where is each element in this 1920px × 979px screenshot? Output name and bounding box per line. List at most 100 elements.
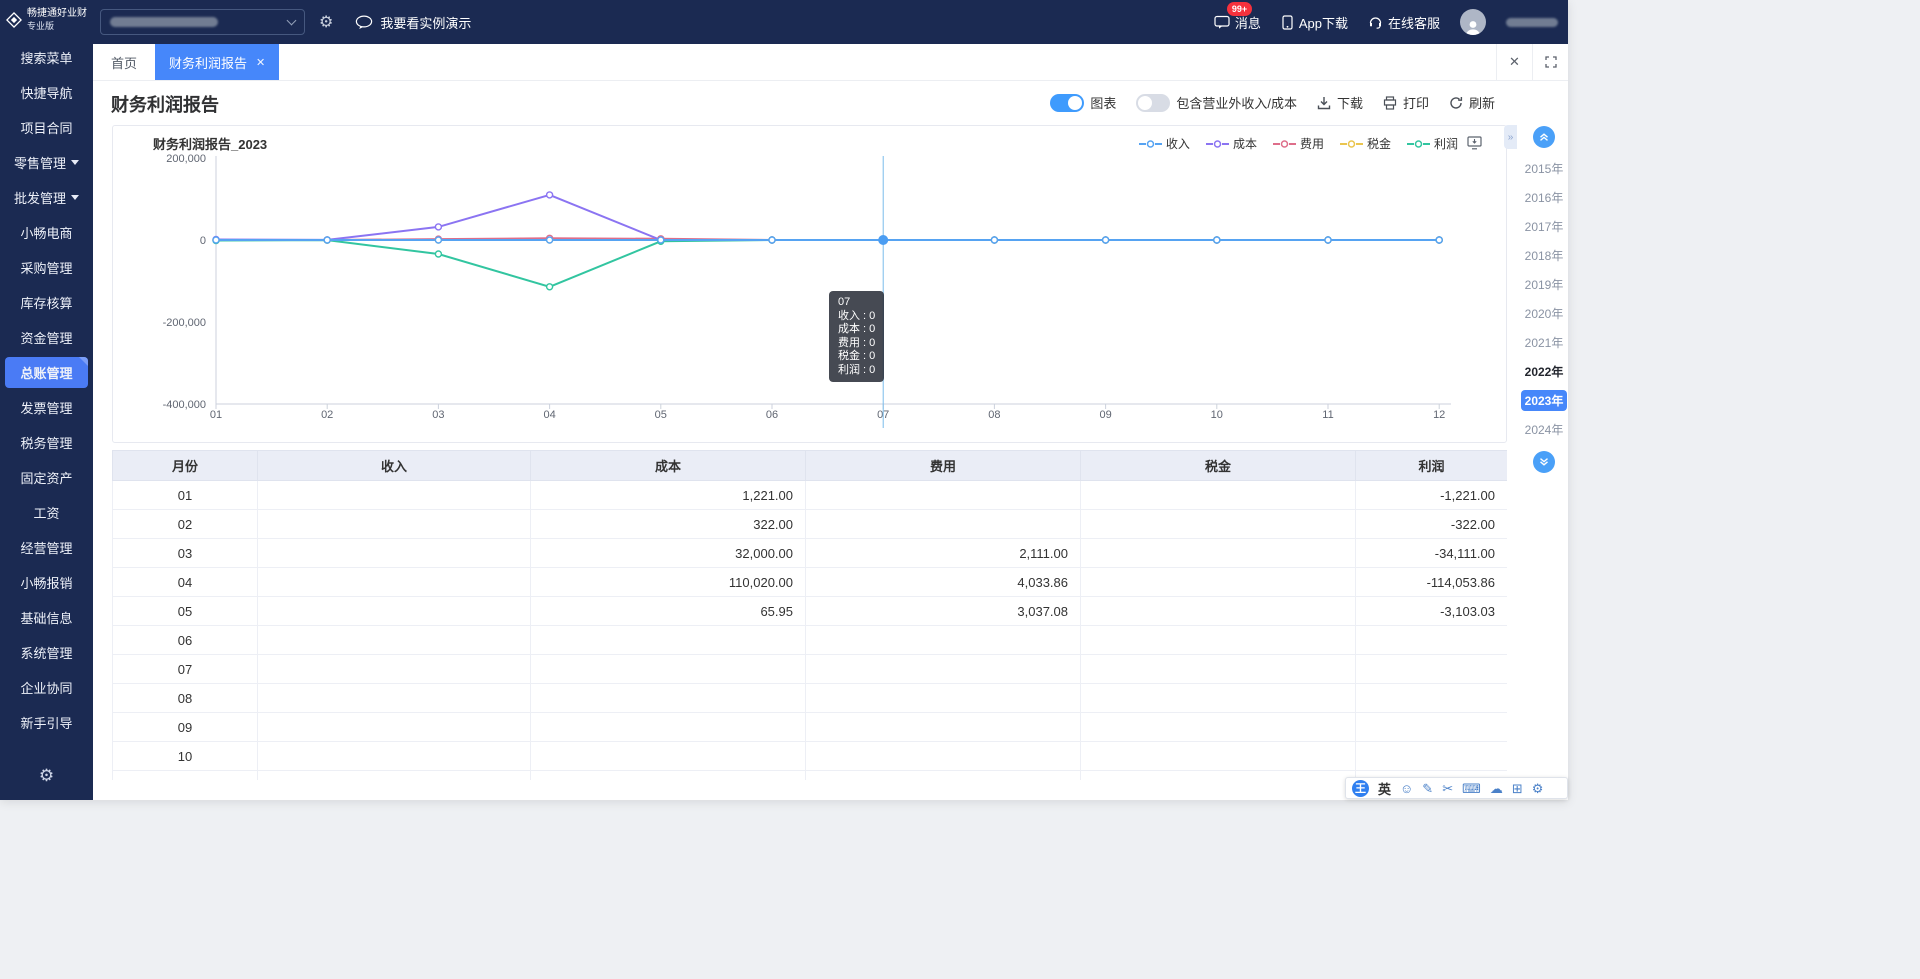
years-scroll-down-button[interactable]	[1533, 451, 1555, 473]
sidebar-item-label: 新手引导	[20, 716, 73, 731]
table-cell	[805, 712, 1081, 742]
pen-icon[interactable]: ✎	[1422, 780, 1434, 796]
svg-text:05: 05	[655, 409, 667, 421]
svg-text:10: 10	[1211, 409, 1223, 421]
table-cell: 65.95	[530, 596, 806, 626]
table-cell	[1080, 712, 1356, 742]
sidebar-item[interactable]: 基础信息	[0, 600, 93, 635]
year-item[interactable]: 2018年	[1524, 249, 1564, 263]
year-item[interactable]: 2024年	[1524, 423, 1564, 437]
table-cell	[257, 625, 531, 655]
table-cell	[257, 654, 531, 684]
cloud-icon[interactable]: ☁	[1489, 780, 1503, 796]
sidebar-item[interactable]: 工资	[0, 495, 93, 530]
year-panel-collapse-handle[interactable]: »	[1504, 125, 1517, 149]
table-row: 02 322.00 -322.00	[112, 509, 1507, 539]
table-cell	[257, 538, 531, 568]
table-cell	[257, 596, 531, 626]
close-all-icon[interactable]: ✕	[1496, 44, 1532, 80]
scissors-icon[interactable]: ✂	[1442, 780, 1454, 796]
table-cell: 11	[112, 770, 258, 780]
speech-bubble-icon	[356, 14, 373, 29]
tab-close-icon[interactable]: ✕	[256, 56, 266, 69]
sidebar-item[interactable]: 新手引导	[0, 705, 93, 740]
fullscreen-icon[interactable]	[1532, 44, 1568, 80]
sidebar-item[interactable]: 经营管理	[0, 530, 93, 565]
year-item[interactable]: 2020年	[1524, 307, 1564, 321]
chevron-down-icon	[286, 15, 297, 25]
sidebar-item[interactable]: 总账管理	[5, 357, 88, 388]
sidebar-item[interactable]: 快捷导航	[0, 75, 93, 110]
legend-item[interactable]: 收入	[1138, 135, 1190, 152]
sidebar-item-label: 采购管理	[20, 261, 73, 276]
column-header: 税金	[1080, 450, 1356, 481]
sidebar-item[interactable]: 采购管理	[0, 250, 93, 285]
sidebar-item-label: 快捷导航	[20, 86, 73, 101]
table-cell	[1080, 596, 1356, 626]
ime-logo[interactable]: 王	[1352, 779, 1369, 797]
table-cell: -322.00	[1355, 509, 1507, 539]
table-cell	[530, 712, 806, 742]
sidebar-item[interactable]: 系统管理	[0, 635, 93, 670]
print-button[interactable]: 打印	[1383, 93, 1429, 112]
sidebar-item[interactable]: 零售管理	[0, 145, 93, 180]
app-download-button[interactable]: App下载	[1281, 13, 1348, 32]
sidebar-item[interactable]: 小畅报销	[0, 565, 93, 600]
year-item[interactable]: 2017年	[1524, 220, 1564, 234]
table-cell	[257, 567, 531, 597]
sidebar-item-label: 工资	[33, 506, 60, 521]
user-avatar[interactable]	[1460, 9, 1486, 35]
legend-item[interactable]: 费用	[1272, 135, 1324, 152]
tab-home[interactable]: 首页	[93, 44, 155, 80]
sidebar-item-label: 资金管理	[20, 331, 73, 346]
year-item[interactable]: 2021年	[1524, 336, 1564, 350]
download-button[interactable]: 下载	[1317, 93, 1363, 112]
include-nonoperating-control: 包含营业外收入/成本	[1136, 93, 1297, 112]
online-service-button[interactable]: 在线客服	[1368, 13, 1440, 32]
sidebar-item[interactable]: 项目合同	[0, 110, 93, 145]
sidebar-item[interactable]: 批发管理	[0, 180, 93, 215]
demo-link[interactable]: 我要看实例演示	[355, 13, 471, 32]
gear-icon[interactable]: ⚙	[1531, 780, 1544, 796]
ime-language-toggle[interactable]: 英	[1378, 781, 1392, 797]
sidebar-item[interactable]: 资金管理	[0, 320, 93, 355]
settings-gear-icon[interactable]: ⚙	[319, 14, 334, 31]
messages-button[interactable]: 99+ 消息	[1214, 1, 1261, 32]
table-cell: 04	[112, 567, 258, 597]
sidebar-item[interactable]: 发票管理	[0, 390, 93, 425]
year-item[interactable]: 2023年	[1521, 390, 1567, 411]
include-nonoperating-toggle[interactable]	[1136, 93, 1171, 112]
sidebar-item-label: 零售管理	[13, 156, 66, 171]
refresh-button[interactable]: 刷新	[1449, 93, 1495, 112]
year-item[interactable]: 2022年	[1524, 365, 1564, 379]
sidebar-item[interactable]: 企业协同	[0, 670, 93, 705]
table-cell	[530, 625, 806, 655]
sidebar-item[interactable]: 库存核算	[0, 285, 93, 320]
tab-profit-report[interactable]: 财务利润报告 ✕	[155, 44, 280, 80]
table-cell	[257, 480, 531, 510]
table-row: 09	[112, 712, 1507, 742]
emoji-icon[interactable]: ☺	[1400, 780, 1414, 796]
chart-toggle[interactable]	[1050, 93, 1085, 112]
year-item[interactable]: 2019年	[1524, 278, 1564, 292]
legend-item[interactable]: 利润	[1406, 135, 1458, 152]
legend-label: 税金	[1366, 137, 1391, 151]
legend-item[interactable]: 税金	[1339, 135, 1391, 152]
sidebar-item[interactable]: 固定资产	[0, 460, 93, 495]
chart-toggle-label: 图表	[1090, 96, 1117, 111]
keyboard-icon[interactable]: ⌨	[1462, 780, 1481, 796]
legend-item[interactable]: 成本	[1205, 135, 1257, 152]
years-scroll-up-button[interactable]	[1533, 126, 1555, 148]
sidebar-item[interactable]: 小畅电商	[0, 215, 93, 250]
sidebar-item[interactable]: 搜索菜单	[0, 40, 93, 75]
organization-select[interactable]	[100, 9, 305, 35]
sidebar-item-label: 搜索菜单	[20, 51, 73, 66]
sidebar-item[interactable]: 税务管理	[0, 425, 93, 460]
sidebar-settings-gear-icon[interactable]: ⚙	[38, 766, 55, 785]
year-item[interactable]: 2016年	[1524, 191, 1564, 205]
table-row: 03 32,000.00 2,111.00 -34,111.00	[112, 538, 1507, 568]
table-cell	[1080, 770, 1356, 780]
save-image-icon[interactable]	[1467, 136, 1482, 155]
grid-icon[interactable]: ⊞	[1511, 780, 1523, 796]
year-item[interactable]: 2015年	[1524, 162, 1564, 176]
